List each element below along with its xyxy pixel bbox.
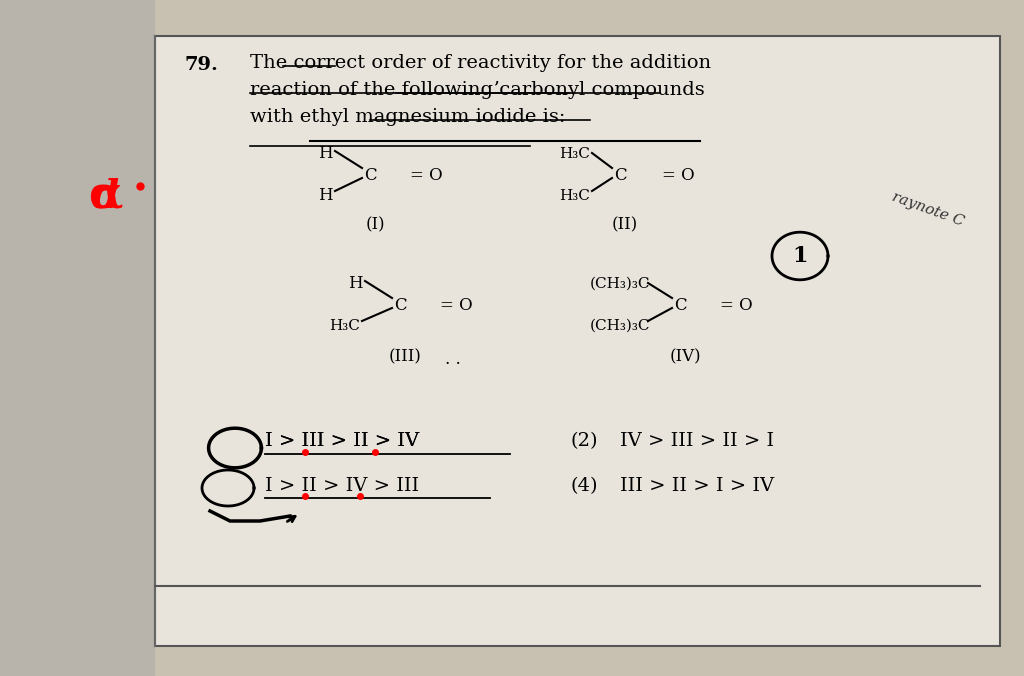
Text: H₃C: H₃C <box>330 319 360 333</box>
Text: = O: = O <box>662 168 694 185</box>
Text: C: C <box>613 168 627 185</box>
Text: (I): (I) <box>366 216 385 233</box>
Text: (CH₃)₃C: (CH₃)₃C <box>590 319 650 333</box>
Text: C: C <box>674 297 686 314</box>
Text: raynote C: raynote C <box>890 190 966 229</box>
Text: = O: = O <box>410 168 442 185</box>
Text: (IV): (IV) <box>670 348 700 365</box>
Text: I > III > ⅠⅠ > IV: I > III > ⅠⅠ > IV <box>265 432 419 450</box>
Text: (CH₃)₃C: (CH₃)₃C <box>590 277 650 291</box>
Text: α: α <box>88 174 122 218</box>
Text: with ethyl magnesium iodide is:: with ethyl magnesium iodide is: <box>250 108 565 126</box>
Bar <box>0 0 155 676</box>
Text: d: d <box>91 177 119 215</box>
Text: I > III > II > IV: I > III > II > IV <box>265 432 419 450</box>
Text: H: H <box>317 187 333 205</box>
Text: (III): (III) <box>388 348 422 365</box>
Text: 79.: 79. <box>185 56 219 74</box>
Text: (II): (II) <box>612 216 638 233</box>
Text: C: C <box>364 168 376 185</box>
Text: = O: = O <box>440 297 473 314</box>
Text: H₃C: H₃C <box>559 147 591 161</box>
Text: III > II > I > IV: III > II > I > IV <box>620 477 774 495</box>
Text: . .: . . <box>445 351 461 368</box>
Text: (2): (2) <box>570 432 597 450</box>
Text: H₃C: H₃C <box>559 189 591 203</box>
Text: reaction of the followingʼcarbonyl compounds: reaction of the followingʼcarbonyl compo… <box>250 81 705 99</box>
Text: H: H <box>348 276 362 293</box>
Text: H: H <box>317 145 333 162</box>
Text: 1: 1 <box>793 245 808 267</box>
Text: C: C <box>393 297 407 314</box>
Text: I > II > IV > III: I > II > IV > III <box>265 477 419 495</box>
Text: IV > III > II > I: IV > III > II > I <box>620 432 774 450</box>
Text: = O: = O <box>720 297 753 314</box>
Text: The correct order of reactivity for the addition: The correct order of reactivity for the … <box>250 54 711 72</box>
Bar <box>155 36 1000 646</box>
Text: (4): (4) <box>570 477 597 495</box>
